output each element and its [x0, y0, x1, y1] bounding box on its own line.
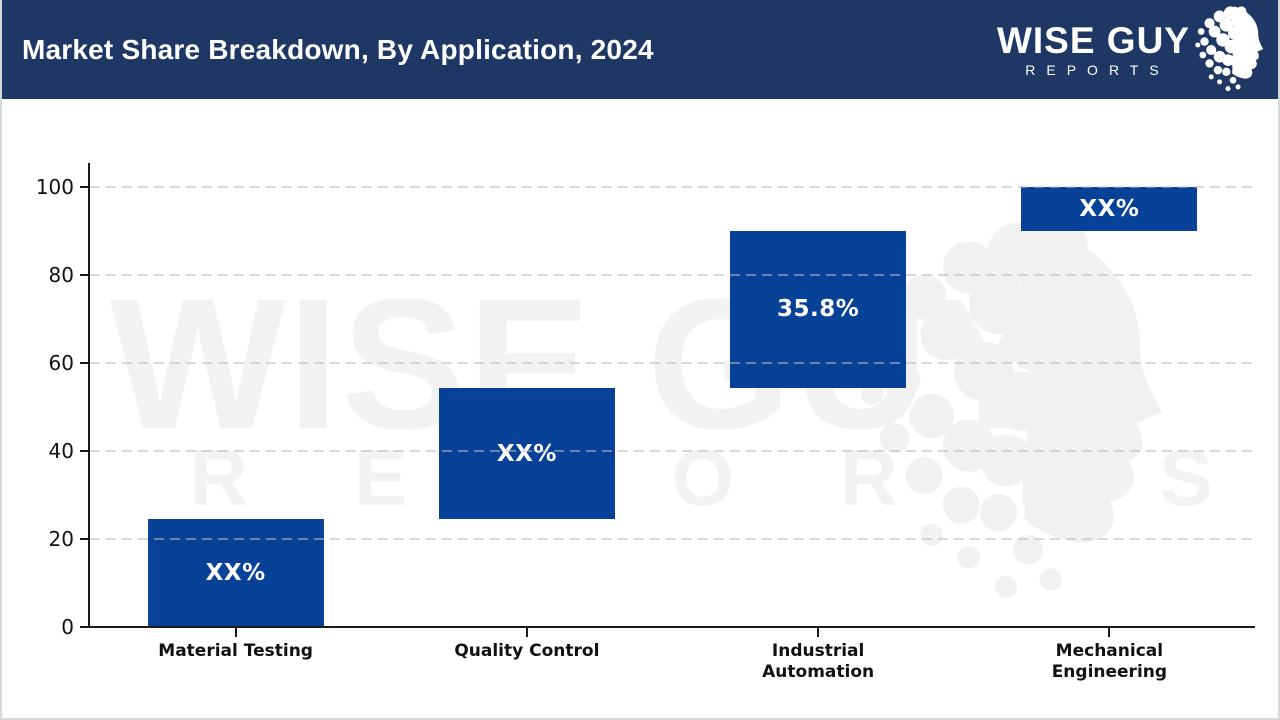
x-category-label-line: Mechanical [1055, 641, 1164, 661]
bar-segment: 35.8% [730, 230, 907, 389]
gridline [90, 362, 1255, 364]
y-tick-mark [80, 186, 88, 188]
x-category-label: Material Testing [116, 641, 356, 662]
chart-title: Market Share Breakdown, By Application, … [22, 33, 654, 65]
y-tick-label: 40 [48, 439, 74, 463]
x-tick-mark [1108, 628, 1111, 637]
y-tick-label: 0 [61, 615, 74, 639]
x-tick-mark [525, 628, 528, 637]
y-tick-mark [80, 274, 88, 276]
x-category-label-line: Engineering [1051, 662, 1168, 682]
header-bar: Market Share Breakdown, By Application, … [2, 0, 1278, 99]
bar-value-label: XX% [1079, 195, 1140, 222]
bar-segment: XX% [147, 519, 324, 627]
x-tick-mark [817, 628, 820, 637]
bar-segment: XX% [438, 388, 615, 520]
y-tick-mark [80, 362, 88, 364]
y-tick-label: 60 [48, 351, 74, 375]
x-category-label: Mechanical Engineering [989, 641, 1229, 683]
y-tick-label: 100 [35, 175, 74, 199]
bar-segment: XX% [1021, 187, 1198, 231]
dotted-head-logo-icon [1195, 5, 1264, 91]
logo-subtitle: REPORTS [1025, 62, 1170, 78]
x-tick-mark [234, 628, 237, 637]
y-tick-mark [80, 450, 88, 452]
wiseguy-logo: WISE GUY REPORTS [997, 3, 1272, 97]
x-category-label: Quality Control [407, 641, 647, 662]
gridline [90, 186, 1255, 188]
logo-wordmark: WISE GUY [996, 20, 1190, 61]
y-tick-label: 20 [48, 527, 74, 551]
x-category-label: Industrial Automation [698, 641, 938, 683]
x-category-label-line: Industrial [771, 641, 865, 661]
y-tick-mark [80, 538, 88, 540]
bar-value-label: XX% [205, 560, 266, 587]
logo-text: WISE GUY REPORTS [997, 22, 1190, 77]
gridline [90, 450, 1255, 452]
y-axis-line [88, 163, 90, 628]
gridline [90, 274, 1255, 276]
x-category-label-line: Material Testing [158, 641, 313, 661]
bar-value-label: XX% [496, 440, 557, 467]
y-tick-label: 80 [48, 263, 74, 287]
gridline [90, 538, 1255, 540]
x-category-label-line: Quality Control [454, 641, 600, 661]
bar-value-label: 35.8% [776, 296, 860, 323]
x-axis-line [88, 626, 1255, 628]
x-category-label-line: Automation [762, 662, 875, 682]
y-tick-mark [80, 626, 88, 628]
